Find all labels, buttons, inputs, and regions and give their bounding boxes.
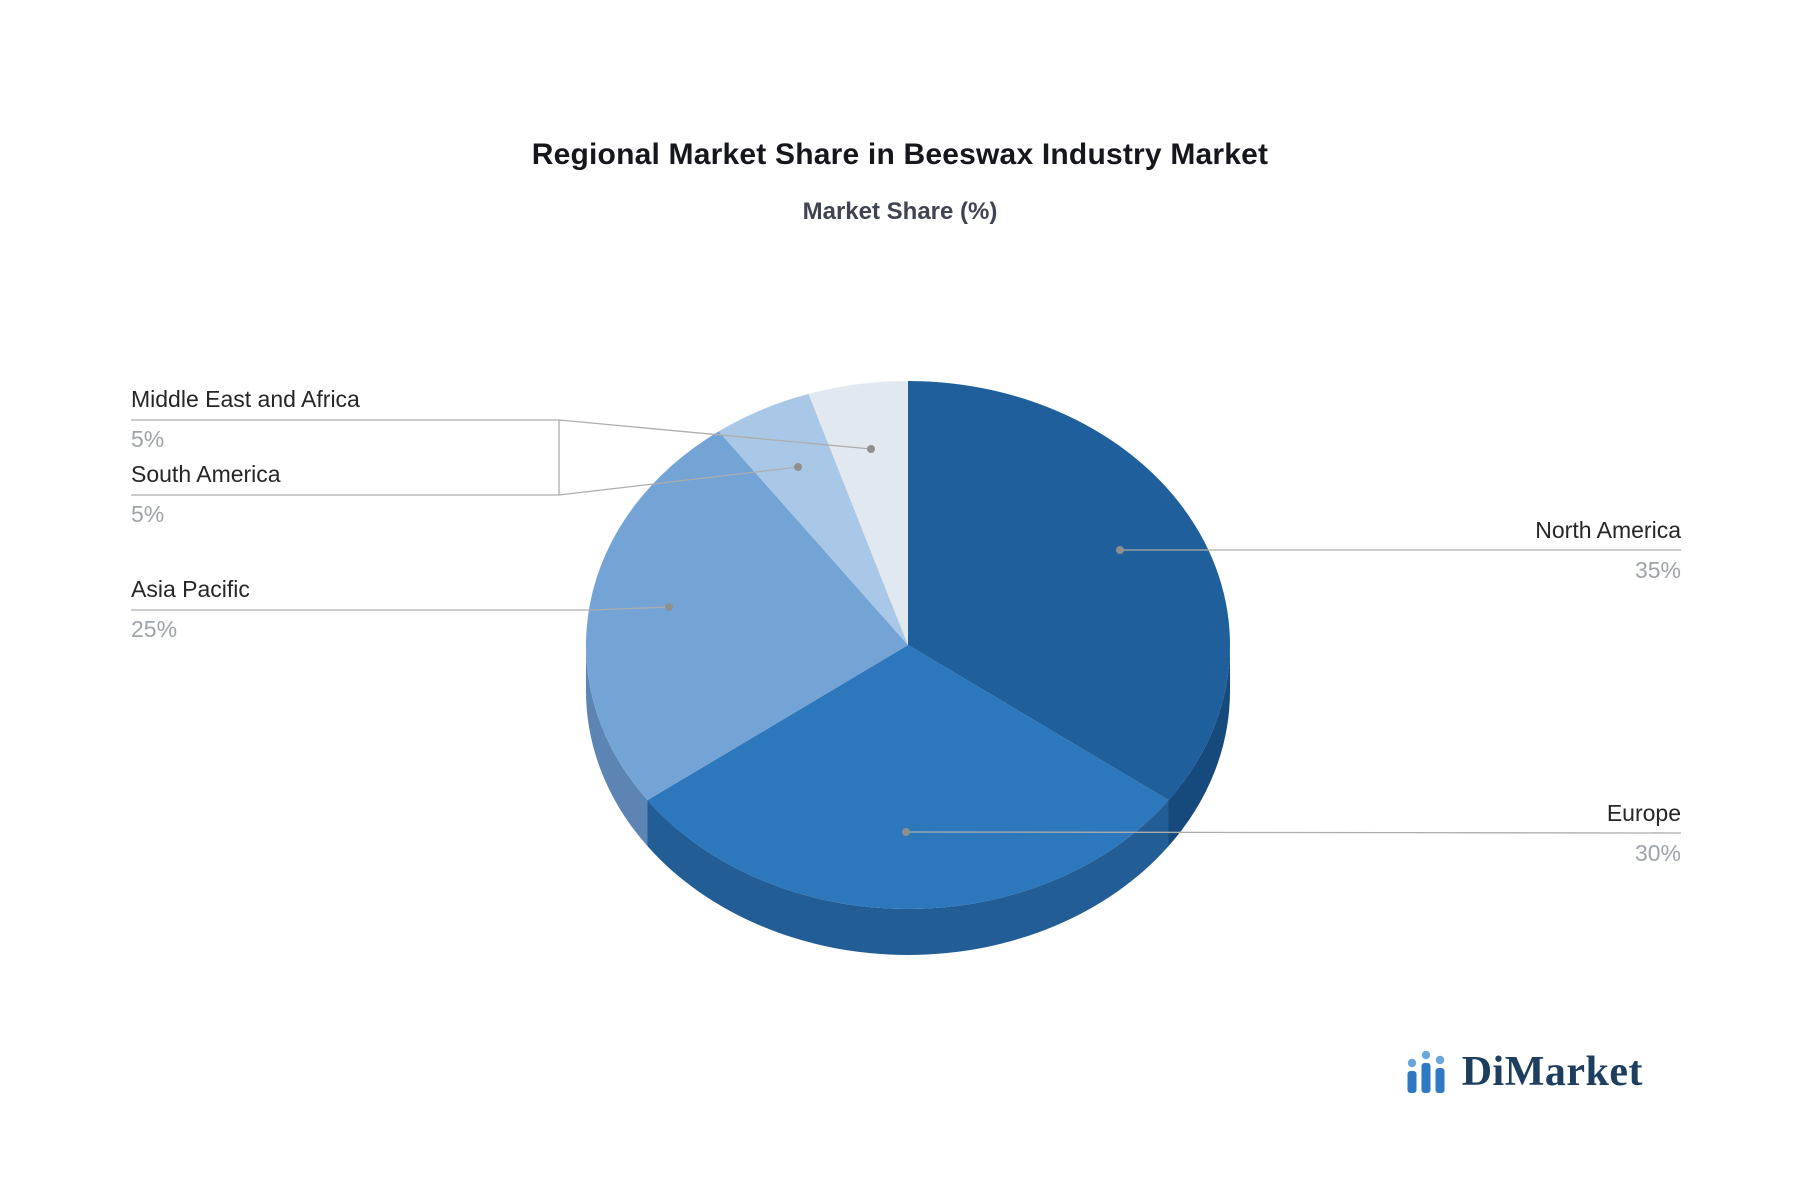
leader-europe-dot [902, 828, 910, 836]
bar-chart-logo-icon [1407, 1050, 1445, 1093]
leader-asia-pacific [131, 606, 670, 611]
slice-label-north-america: North America [1535, 517, 1681, 543]
pie-slice-side-north-america [1168, 645, 1230, 847]
slice-label-asia-pacific: Asia Pacific [131, 576, 250, 602]
slice-label-europe: Europe [1606, 800, 1681, 826]
slice-label-middle-east-and-africa: Middle East and Africa [131, 386, 360, 412]
dimarket-logo-text: DiMarket [1461, 1049, 1643, 1095]
leader-south-america-dot [794, 463, 802, 471]
leader-europe [905, 831, 1682, 834]
leader-south-america [131, 466, 799, 496]
pie-slice-side-europe [647, 800, 1169, 956]
chart-title: Regional Market Share in Beeswax Industr… [531, 138, 1269, 171]
pie-slice-north-america[interactable] [908, 381, 1230, 801]
slice-value-europe: 30% [1634, 840, 1681, 866]
pie-slice-middle-east-and-africa[interactable] [808, 381, 908, 645]
leader-middle-east-and-africa-dot [867, 445, 875, 453]
slice-label-south-america: South America [131, 461, 281, 487]
pie-slice-asia-pacific[interactable] [586, 431, 908, 801]
callout-europe: Europe 30% [1607, 800, 1681, 867]
callout-asia-pacific: Asia Pacific 25% [131, 576, 250, 643]
slice-value-north-america: 35% [1634, 557, 1681, 583]
slice-value-middle-east-and-africa: 5% [131, 426, 165, 452]
pie-slice-south-america[interactable] [718, 393, 908, 645]
chart-subtitle: Market Share (%) [802, 198, 998, 225]
slice-value-south-america: 5% [131, 501, 165, 527]
callout-south-america: South America 5% [131, 461, 281, 528]
dimarket-logo[interactable]: DiMarket [1404, 1048, 1643, 1096]
pie-slice-europe[interactable] [647, 645, 1169, 910]
leader-north-america-dot [1116, 546, 1124, 554]
pie-slice-side-asia-pacific [586, 645, 648, 847]
callout-middle-east-and-africa: Middle East and Africa 5% [131, 386, 360, 453]
leader-asia-pacific-dot [665, 603, 673, 611]
slice-value-asia-pacific: 25% [131, 616, 178, 642]
callout-north-america: North America 35% [1535, 517, 1681, 584]
